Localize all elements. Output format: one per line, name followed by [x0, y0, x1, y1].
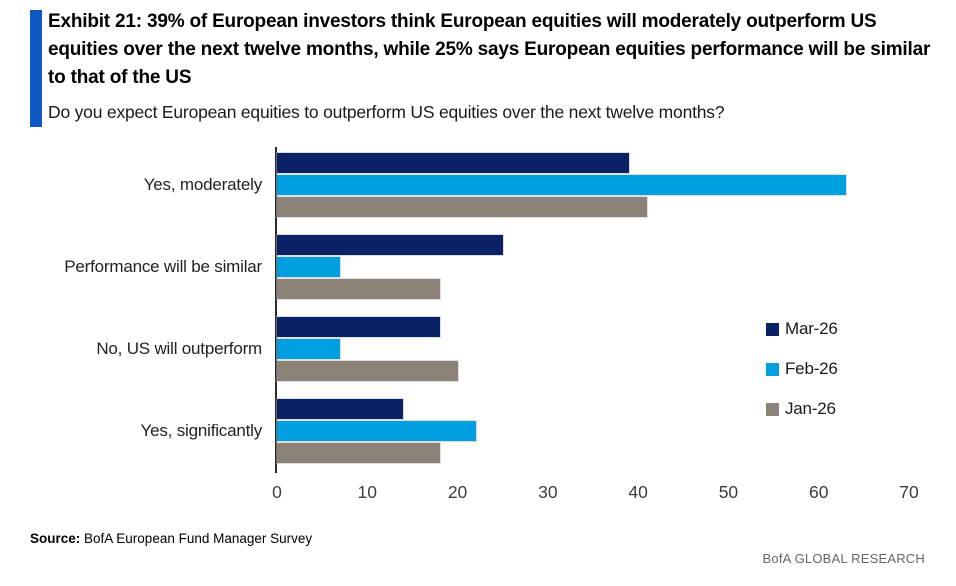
plot-area: [275, 147, 909, 473]
bar-group: [277, 399, 909, 465]
bar-jan-26: [277, 443, 440, 463]
bar-mar-26: [277, 235, 503, 255]
x-tick-label: 70: [899, 482, 919, 502]
bar-group: [277, 153, 909, 219]
legend-label: Mar-26: [785, 319, 838, 338]
bar-jan-26: [277, 197, 648, 217]
exhibit-title-line-1: Exhibit 21: 39% of European investors th…: [48, 11, 877, 32]
legend-label: Feb-26: [785, 359, 838, 378]
legend-item-mar-26: Mar-26: [766, 319, 838, 338]
x-tick-label: 50: [718, 482, 739, 502]
brand-mark: BofA GLOBAL RESEARCH: [762, 551, 925, 566]
bar-feb-26: [277, 339, 341, 359]
source-label: Source:: [30, 531, 81, 546]
bar-chart: Yes, moderately Performance will be simil…: [0, 147, 956, 507]
x-tick-label: 60: [808, 482, 829, 502]
bar-feb-26: [277, 257, 341, 277]
exhibit-title: Exhibit 21: 39% of European investors th…: [48, 8, 948, 92]
bar-mar-26: [277, 399, 404, 419]
legend-swatch-icon: [766, 362, 779, 376]
bar-feb-26: [277, 421, 476, 441]
bar-jan-26: [277, 361, 458, 381]
bar-group: [277, 317, 909, 383]
legend-swatch-icon: [766, 402, 779, 416]
x-tick-label: 20: [447, 482, 468, 502]
source-note: Source: BofA European Fund Manager Surve…: [30, 531, 312, 546]
x-tick-label: 40: [628, 482, 648, 502]
legend-swatch-icon: [766, 322, 779, 336]
bar-mar-26: [277, 317, 440, 337]
bar-jan-26: [277, 279, 440, 299]
title-accent-bar: [30, 10, 42, 127]
exhibit-title-line-2: equities over the next twelve months, wh…: [48, 39, 931, 60]
survey-question: Do you expect European equities to outpe…: [48, 102, 725, 122]
x-axis-ticks: 0 10 20 30 40 50 60 70: [272, 482, 919, 506]
x-tick-label: 30: [538, 482, 558, 502]
category-label: No, US will outperform: [96, 339, 262, 358]
exhibit-title-line-3: to that of the US: [48, 67, 192, 88]
bar-group: [277, 235, 909, 301]
category-label: Yes, significantly: [140, 421, 263, 440]
legend-item-feb-26: Feb-26: [766, 359, 838, 378]
category-label: Yes, moderately: [143, 175, 262, 194]
category-label: Performance will be similar: [64, 257, 262, 276]
x-tick-label: 0: [272, 482, 282, 502]
legend: Mar-26 Feb-26 Jan-26: [766, 319, 838, 440]
category-labels: Yes, moderately Performance will be simil…: [0, 147, 277, 471]
x-tick-label: 10: [357, 482, 378, 502]
source-text: BofA European Fund Manager Survey: [80, 531, 313, 546]
y-axis-line: [275, 147, 277, 473]
bar-mar-26: [277, 153, 630, 173]
legend-label: Jan-26: [785, 399, 836, 418]
bar-feb-26: [277, 175, 846, 195]
legend-item-jan-26: Jan-26: [766, 399, 838, 418]
